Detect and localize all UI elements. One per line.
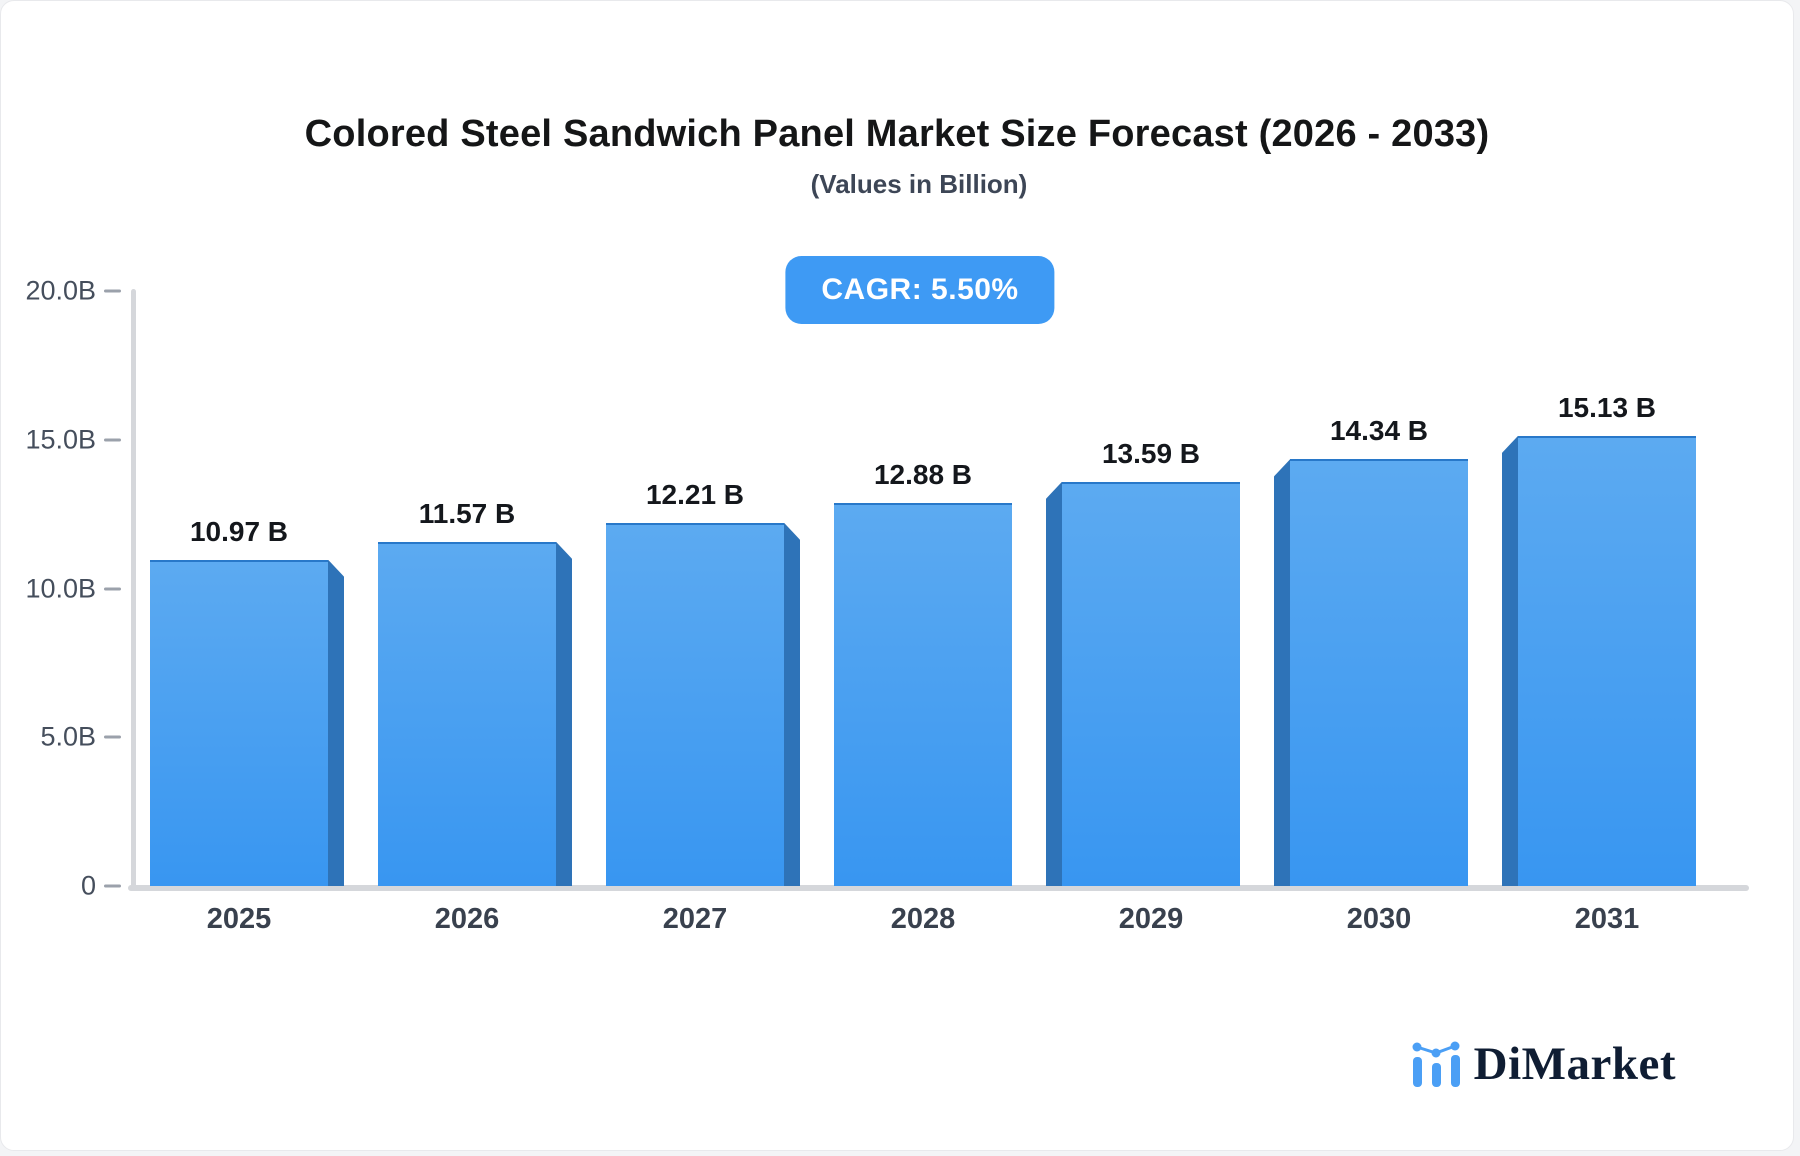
y-axis-tick-label: 15.0B — [25, 424, 96, 455]
y-axis-tick-label: 0 — [80, 870, 96, 901]
y-axis-tick-label: 20.0B — [25, 275, 96, 306]
chart-subtitle: (Values in Billion) — [810, 169, 1028, 199]
bar-3d-side — [328, 559, 344, 886]
bar-3d-side — [1046, 481, 1062, 886]
y-axis-tick-mark — [104, 587, 121, 590]
bar-2029 — [1062, 481, 1240, 886]
x-axis-tick-label: 2029 — [1118, 903, 1184, 935]
bar-3d-side — [784, 522, 800, 886]
bar-3d-side — [1274, 459, 1290, 886]
bar-chart-logo-icon — [1412, 1041, 1460, 1087]
bar-2031 — [1518, 435, 1696, 886]
bar-3d-side — [1502, 435, 1518, 886]
x-axis-line — [128, 885, 1749, 891]
x-axis-tick-label: 2028 — [890, 903, 956, 935]
bar-2028 — [834, 502, 1012, 886]
x-axis-tick-label: 2027 — [662, 903, 728, 935]
cagr-badge: CAGR: 5.50% — [785, 256, 1055, 324]
dimarket-logo: DiMarket — [1411, 1037, 1676, 1091]
bar-value-label: 13.59 B — [1101, 437, 1201, 469]
bar-2025 — [150, 559, 328, 886]
x-axis-tick-label: 2026 — [434, 903, 500, 935]
chart-title: Colored Steel Sandwich Panel Market Size… — [304, 113, 1490, 155]
y-axis-line — [131, 289, 136, 889]
y-axis-tick-mark — [104, 289, 121, 293]
bar-2026 — [378, 541, 556, 886]
bar-2027 — [606, 522, 784, 886]
x-axis-tick-label: 2030 — [1346, 903, 1412, 935]
bar-value-label: 15.13 B — [1557, 391, 1657, 423]
bar-value-label: 12.21 B — [645, 478, 745, 510]
bar-value-label: 12.88 B — [873, 458, 973, 490]
bar-value-label: 14.34 B — [1329, 415, 1429, 447]
bar-3d-side — [556, 541, 572, 886]
y-axis-tick-mark — [104, 884, 121, 888]
y-axis-tick-label: 5.0B — [40, 721, 96, 752]
logo-text: DiMarket — [1473, 1038, 1676, 1090]
y-axis-tick-mark — [104, 735, 121, 739]
x-axis-tick-label: 2031 — [1574, 903, 1640, 935]
bar-2030 — [1290, 459, 1468, 886]
y-axis-tick-label: 10.0B — [25, 573, 96, 603]
x-axis-tick-label: 2025 — [206, 903, 272, 935]
bar-value-label: 10.97 B — [189, 515, 289, 547]
bar-value-label: 11.57 B — [418, 497, 516, 529]
y-axis-tick-mark — [104, 438, 121, 442]
